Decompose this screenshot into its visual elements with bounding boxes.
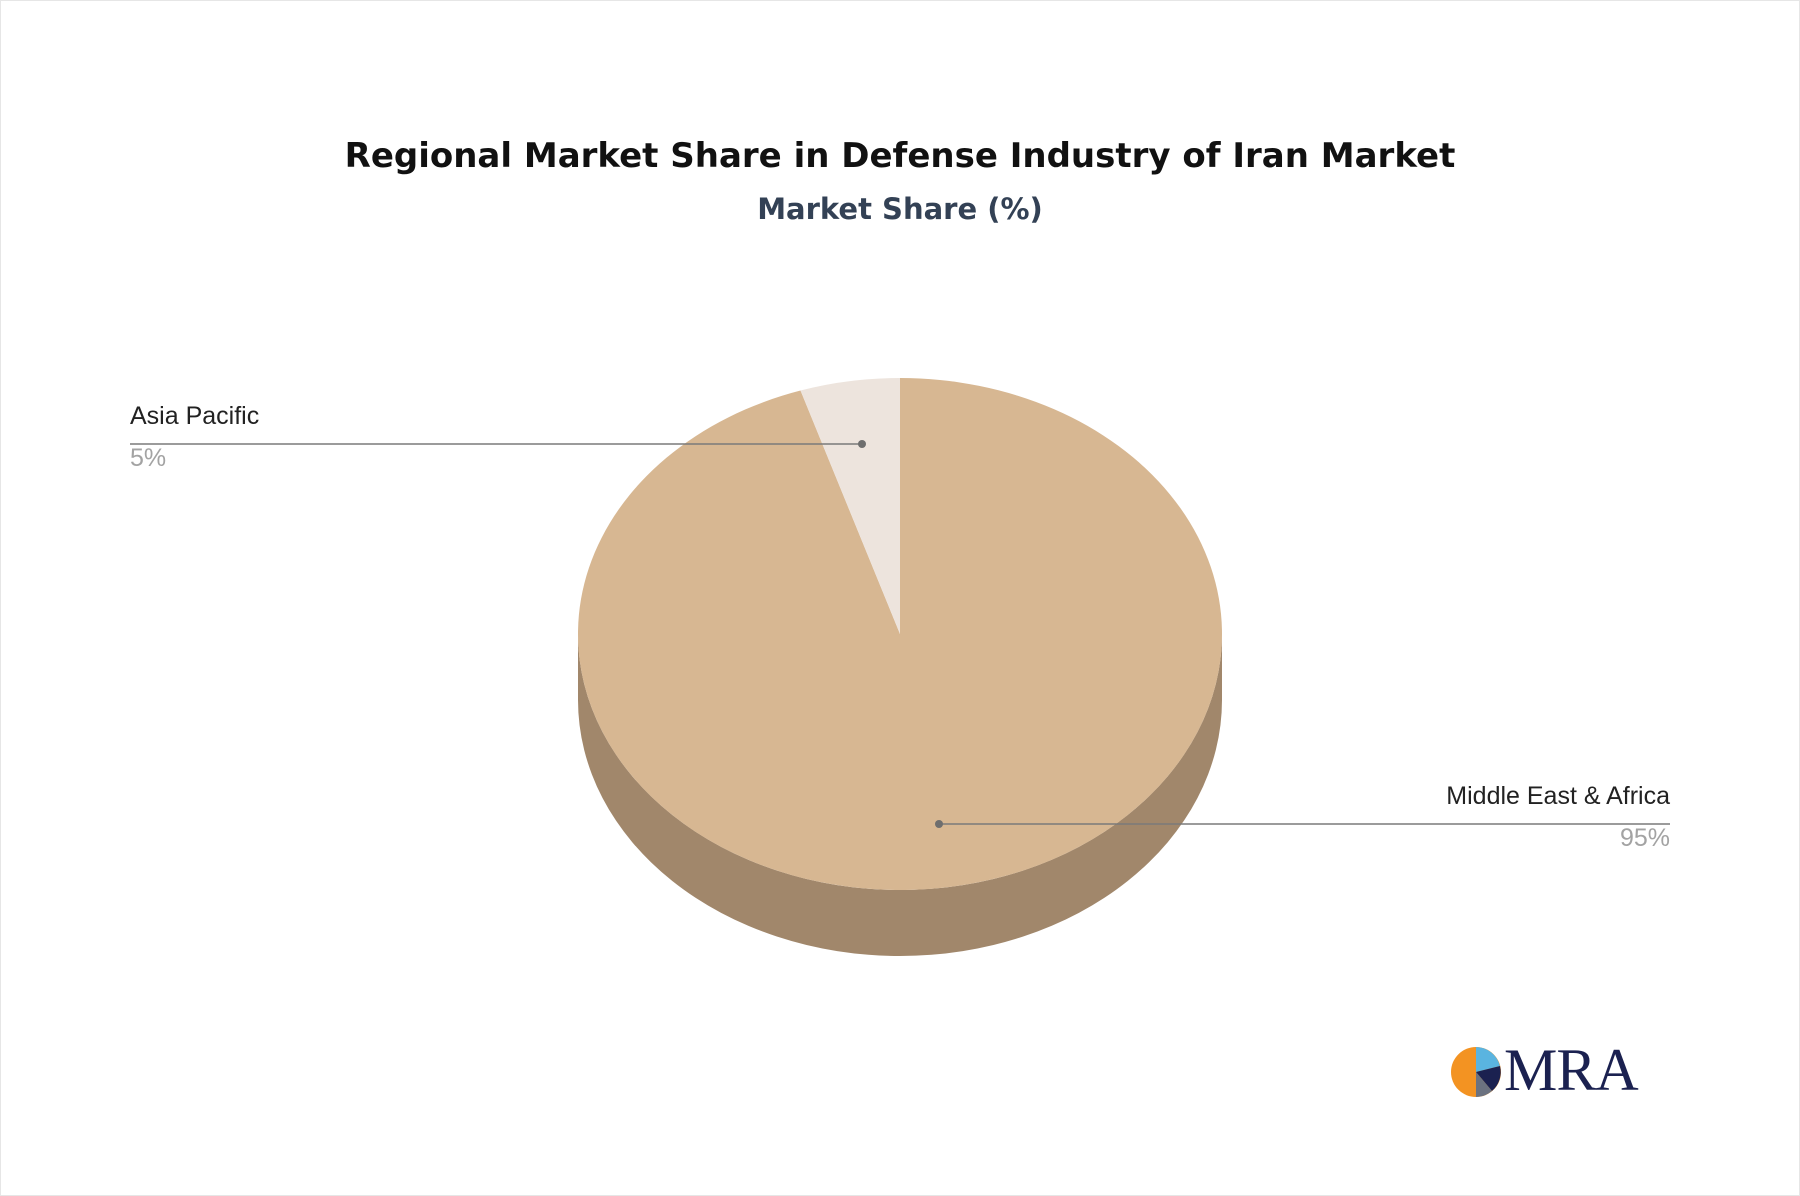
slice-label-middle-east-africa: Middle East & Africa (1446, 782, 1670, 810)
slice-value-asia-pacific: 5% (130, 444, 166, 472)
pie-side-middle-east-africa (578, 634, 1222, 956)
slice-value-middle-east-africa: 95% (1620, 824, 1670, 852)
leader-dot-middle-east-africa (935, 820, 943, 828)
chart-title: Regional Market Share in Defense Industr… (344, 136, 1456, 176)
leader-dot-asia-pacific (858, 440, 866, 448)
chart-subtitle: Market Share (%) (757, 192, 1043, 226)
mra-logo: MRA (1448, 1037, 1648, 1103)
pie-slice-asia-pacific (800, 378, 900, 634)
logo-text: MRA (1504, 1037, 1639, 1103)
slice-label-asia-pacific: Asia Pacific (130, 402, 259, 430)
logo-pie-icon (1451, 1047, 1501, 1097)
